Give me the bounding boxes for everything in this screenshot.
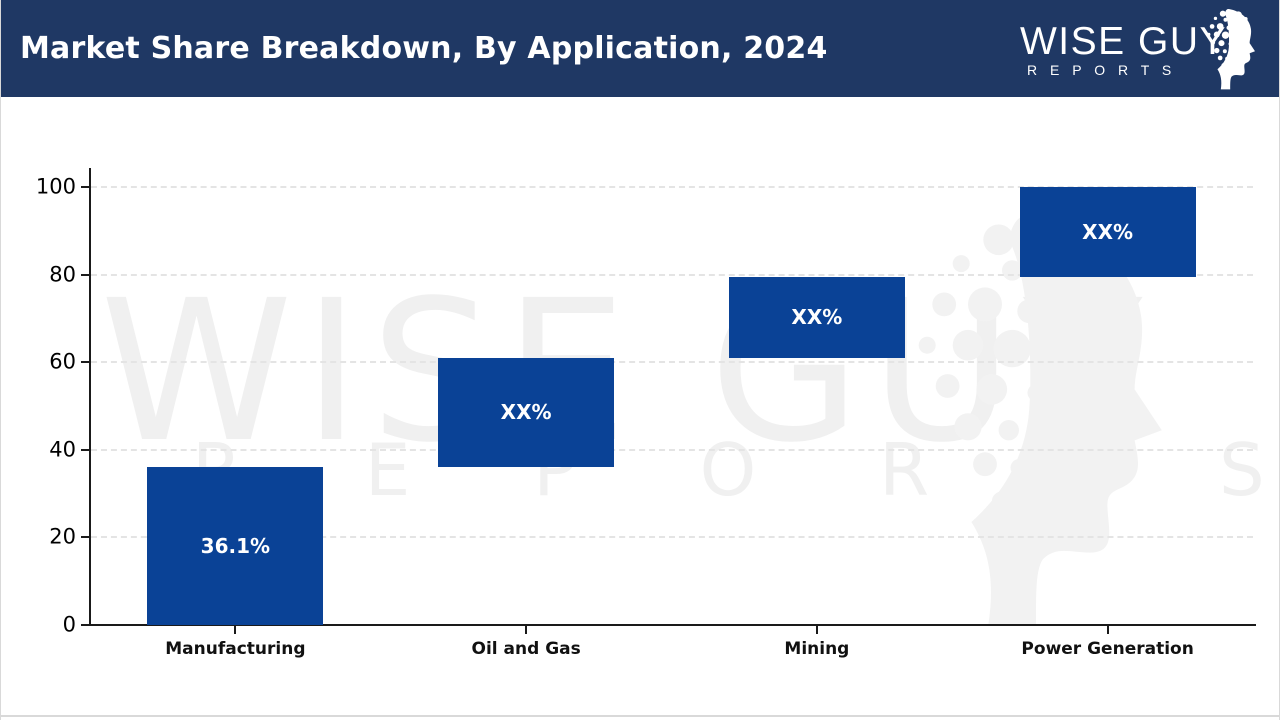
y-tick-label: 40 [49,437,76,462]
y-axis-tick [81,361,90,364]
bar-oil-and-gas: XX% [438,357,615,467]
x-category-label: Power Generation [1021,639,1194,659]
y-tick-label: 60 [49,349,76,374]
gridline-100 [91,186,1253,188]
y-axis-tick [81,624,90,626]
logo-subtext: R E P O R T S [1027,62,1176,78]
bar-power-generation: XX% [1019,187,1196,277]
y-tick-label: 80 [49,262,76,287]
bar-value-label: 36.1% [200,533,271,558]
bottom-border-line [0,715,1280,717]
gridline-60 [91,361,1253,364]
y-axis-tick [81,186,90,188]
bar-value-label: XX% [1082,219,1134,244]
x-axis-line [88,624,1256,626]
bar-manufacturing: 36.1% [147,466,324,625]
gridline-40 [91,448,1253,451]
y-axis-line [89,168,91,626]
gridline-80 [91,273,1253,276]
chart-title: Market Share Breakdown, By Application, … [20,31,828,66]
y-axis-tick [81,273,90,276]
header-bar: Market Share Breakdown, By Application, … [0,0,1280,97]
y-tick-label: 100 [35,174,76,199]
bar-mining: XX% [728,276,905,358]
wise-guy-reports-logo: WISE GUY R E P O R T S [1020,8,1255,89]
x-axis-tick [815,626,818,634]
gridline-20 [91,536,1253,539]
y-axis-tick [81,536,90,539]
x-axis-tick [234,626,237,634]
y-axis-tick [81,448,90,451]
bar-value-label: XX% [500,400,552,425]
logo-wordmark: WISE GUY [1020,20,1227,63]
x-axis-tick [1106,626,1109,634]
x-category-label: Mining [784,639,850,659]
x-category-label: Oil and Gas [471,639,581,659]
x-axis-tick [525,626,528,634]
bar-value-label: XX% [791,305,843,330]
y-tick-label: 0 [62,612,76,637]
watermark-wordmark: WISE GUY [100,258,1153,485]
y-tick-label: 20 [49,524,76,549]
x-category-label: Manufacturing [165,639,306,659]
